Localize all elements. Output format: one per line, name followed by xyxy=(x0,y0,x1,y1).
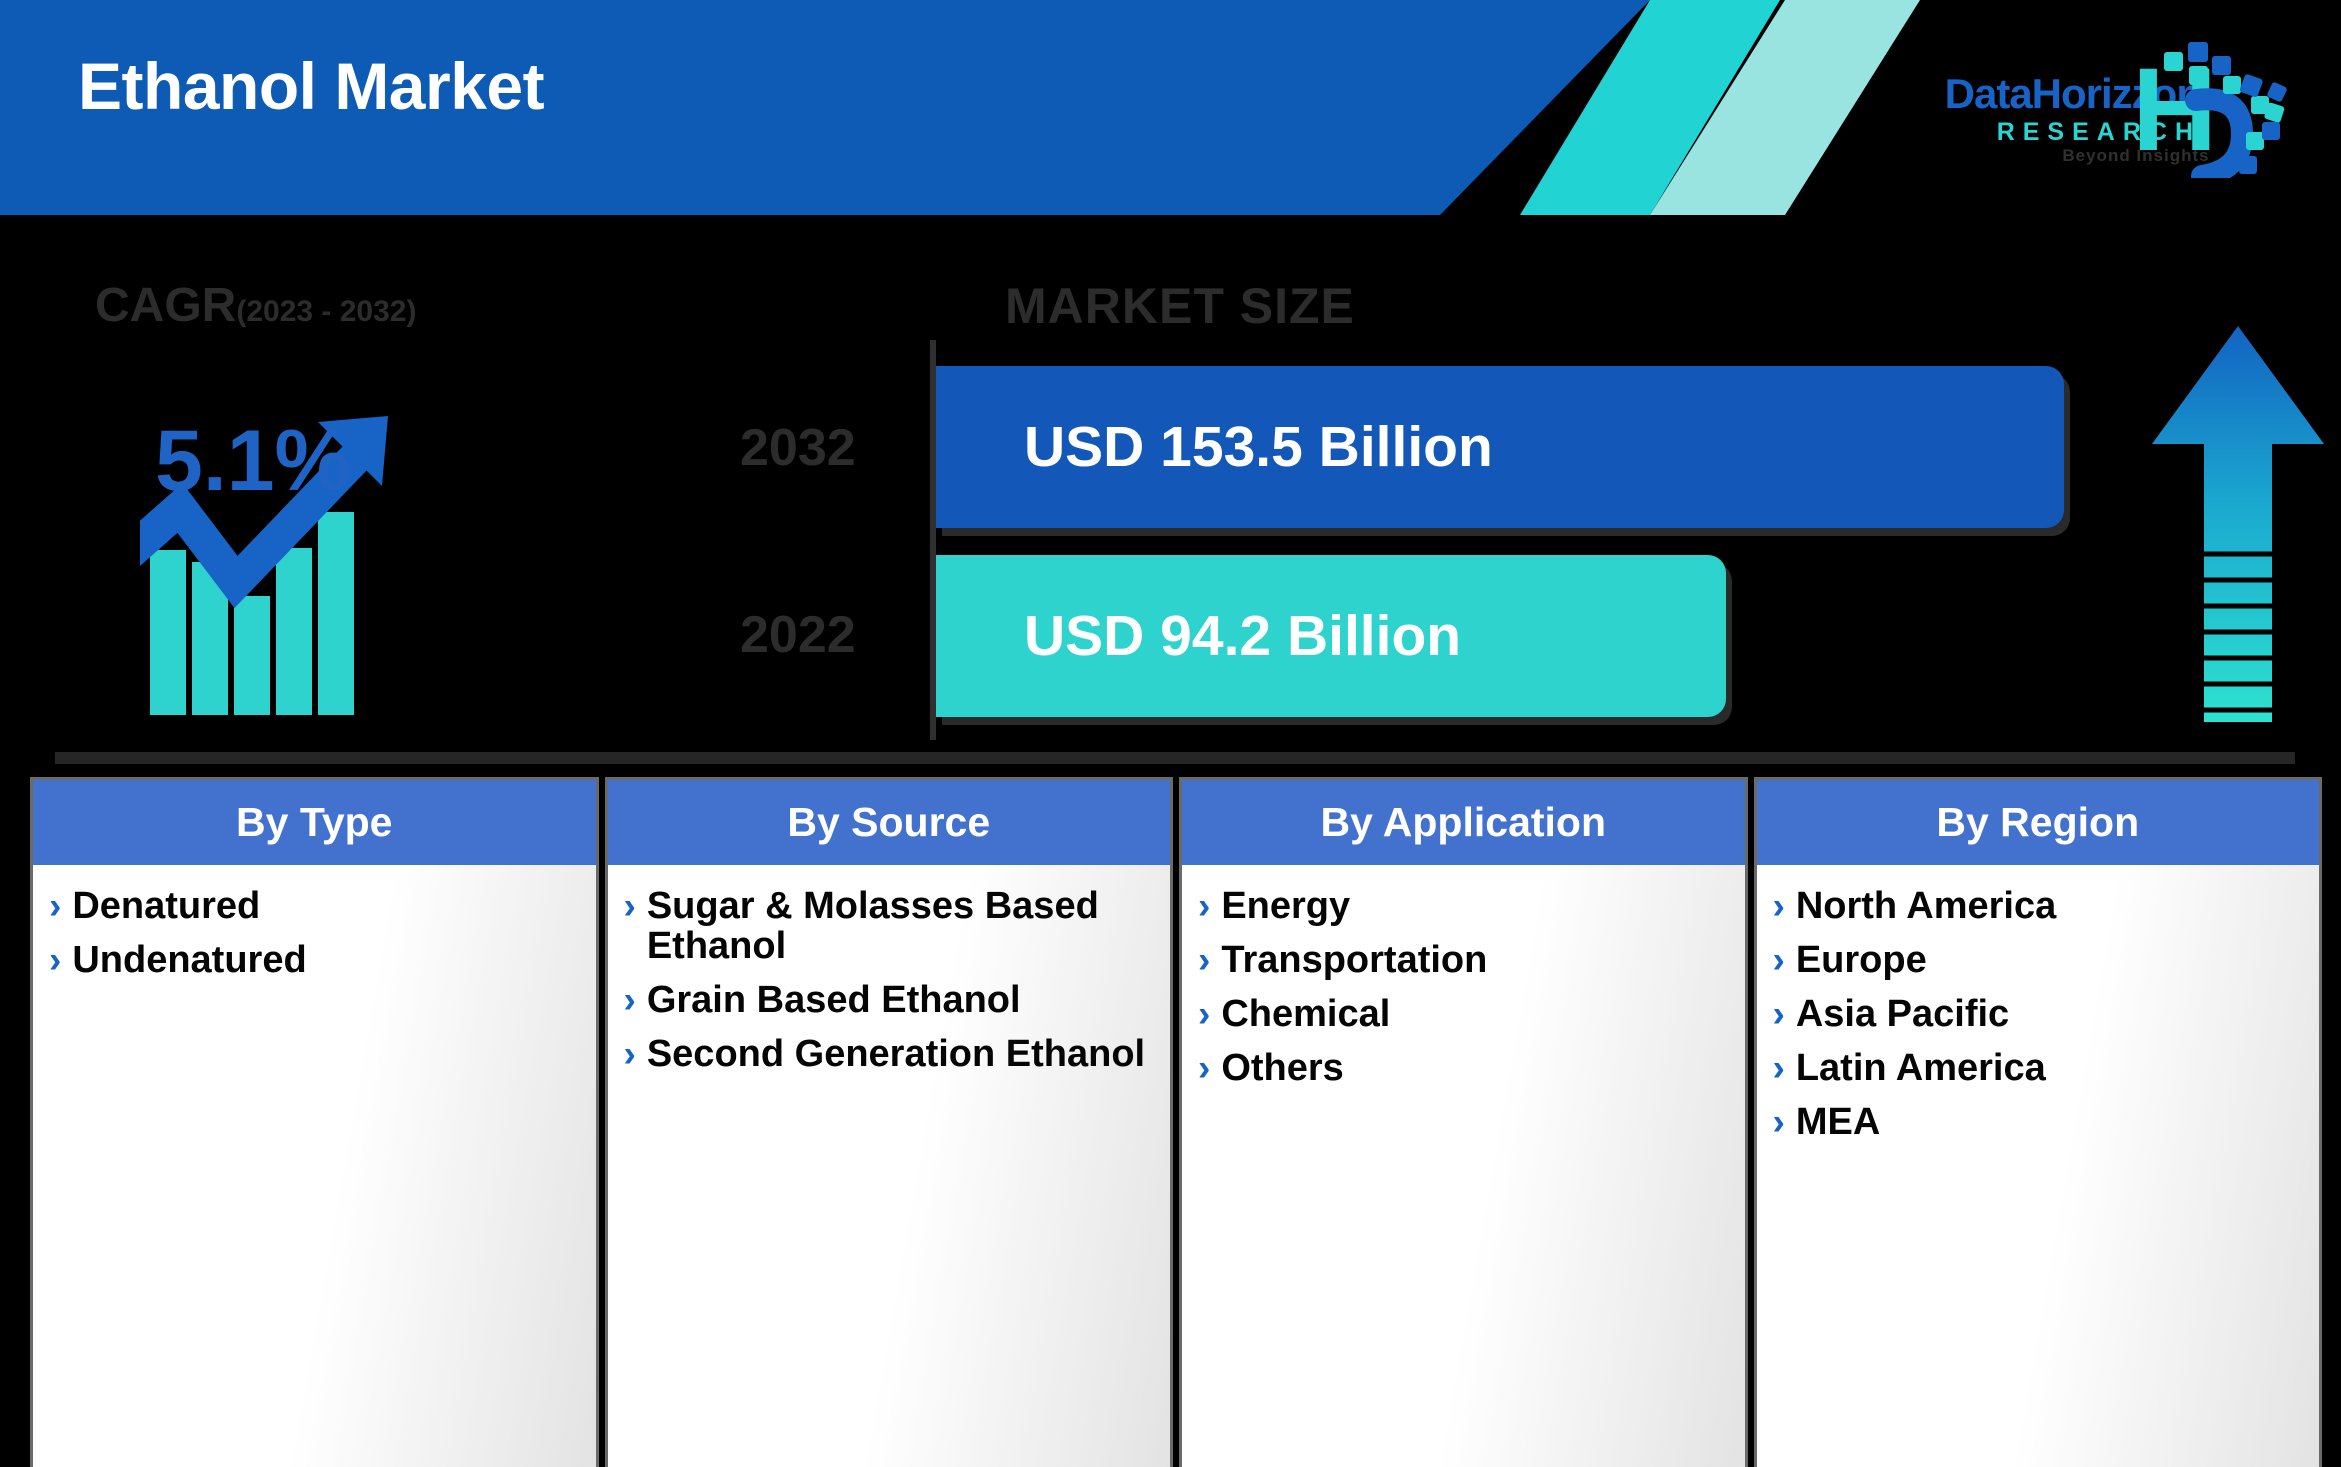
segment-header-by-type: By Type xyxy=(33,780,596,865)
list-item-label: Energy xyxy=(1221,885,1351,927)
chevron-right-icon: › xyxy=(49,885,62,926)
list-item-label: Sugar & Molasses Based Ethanol xyxy=(646,885,1099,967)
list-item[interactable]: › Grain Based Ethanol xyxy=(623,978,1157,1021)
segment-columns: By Type › Denatured › Undenatured By Sou… xyxy=(33,780,2319,1467)
cagr-label-text: CAGR xyxy=(95,279,237,332)
cagr-value: 5.1% xyxy=(155,413,352,509)
list-item-label: Asia Pacific xyxy=(1795,992,2010,1035)
segment-column-by-application: By Application › Energy › Transportation… xyxy=(1182,780,1745,1467)
chevron-right-icon: › xyxy=(1772,992,1785,1034)
page-title: Ethanol Market xyxy=(78,49,545,123)
segment-heading-label: By Type xyxy=(236,799,393,845)
chevron-right-icon: › xyxy=(623,978,636,1020)
list-item[interactable]: › Denatured xyxy=(49,885,582,927)
h-dots-logo-icon: H xyxy=(2132,42,2287,178)
chevron-right-icon: › xyxy=(1198,1046,1211,1088)
segment-column-by-source: By Source › Sugar & Molasses Based Ethan… xyxy=(607,780,1171,1467)
segment-column-by-region: By Region › North America › Europe › Asi… xyxy=(1756,780,2320,1467)
list-item-label: Denatured xyxy=(72,885,261,927)
segment-list-by-region: › North America › Europe › Asia Pacific … xyxy=(1757,865,2320,1156)
list-item-label: Chemical xyxy=(1221,992,1391,1035)
list-item-label: Latin America xyxy=(1795,1046,2046,1089)
list-item-label: MEA xyxy=(1795,1100,1881,1143)
list-item-label: Second Generation Ethanol xyxy=(646,1032,1146,1075)
chevron-right-icon: › xyxy=(1198,938,1211,980)
list-item[interactable]: › Second Generation Ethanol xyxy=(623,1032,1157,1075)
list-item[interactable]: › Transportation xyxy=(1198,938,1731,981)
list-item[interactable]: › Chemical xyxy=(1198,992,1731,1035)
segment-heading-label: By Application xyxy=(1320,799,1607,845)
segment-list-by-source: › Sugar & Molasses Based Ethanol › Grain… xyxy=(608,865,1171,1089)
segment-list-by-type: › Denatured › Undenatured xyxy=(33,865,596,995)
brand-logo: DataHorizzon RESEARCH Beyond Insights H xyxy=(1901,18,2291,178)
bar-year-label-2022: 2022 xyxy=(740,606,856,664)
logo-wordmark: DataHorizzon xyxy=(1944,70,2202,117)
market-size-value-2032: USD 153.5 Billion xyxy=(1024,415,1493,479)
segment-column-by-type: By Type › Denatured › Undenatured xyxy=(33,780,596,1467)
list-item[interactable]: › Europe xyxy=(1772,938,2306,981)
chevron-right-icon: › xyxy=(49,938,62,980)
segment-heading-label: By Source xyxy=(787,799,991,845)
cagr-label: CAGR(2023 - 2032) xyxy=(95,278,416,333)
up-arrow-icon xyxy=(2152,326,2324,722)
chevron-right-icon: › xyxy=(1772,938,1785,980)
list-item-label: Undenatured xyxy=(72,938,307,981)
market-size-value-2022: USD 94.2 Billion xyxy=(1024,604,1462,668)
cagr-period-text: (2023 - 2032) xyxy=(236,295,417,328)
section-divider xyxy=(55,752,2295,764)
chart-axis-line xyxy=(930,340,936,740)
chevron-right-icon: › xyxy=(623,885,636,926)
list-item[interactable]: › North America xyxy=(1772,885,2306,927)
list-item-label: Europe xyxy=(1795,938,1927,981)
list-item-label: Grain Based Ethanol xyxy=(646,978,1021,1021)
list-item[interactable]: › Others xyxy=(1198,1046,1731,1089)
list-item[interactable]: › Energy xyxy=(1198,885,1731,927)
list-item[interactable]: › Latin America xyxy=(1772,1046,2306,1089)
segment-list-by-application: › Energy › Transportation › Chemical › O… xyxy=(1182,865,1745,1103)
list-item[interactable]: › Sugar & Molasses Based Ethanol xyxy=(623,885,1157,967)
chevron-right-icon: › xyxy=(1198,885,1211,926)
bar-year-label-2032: 2032 xyxy=(740,419,856,477)
header-stripe-blue xyxy=(0,0,1650,215)
chevron-right-icon: › xyxy=(1772,1046,1785,1088)
segment-header-by-application: By Application xyxy=(1182,780,1745,865)
chevron-right-icon: › xyxy=(1772,885,1785,926)
market-size-bar-2032: USD 153.5 Billion xyxy=(936,366,2064,528)
segment-header-by-region: By Region xyxy=(1756,780,2319,865)
chevron-right-icon: › xyxy=(1772,1100,1785,1142)
list-item-label: North America xyxy=(1795,885,2057,927)
list-item[interactable]: › MEA xyxy=(1772,1100,2306,1143)
bar-chart-growth-icon xyxy=(140,416,388,715)
list-item-label: Others xyxy=(1221,1046,1344,1089)
logo-subtitle: RESEARCH xyxy=(1996,118,2201,146)
list-item[interactable]: › Undenatured xyxy=(49,938,582,981)
chevron-right-icon: › xyxy=(623,1032,636,1074)
market-size-title: MARKET SIZE xyxy=(1005,278,1355,334)
chevron-right-icon: › xyxy=(1198,992,1211,1034)
logo-tagline: Beyond Insights xyxy=(2062,146,2210,165)
segment-header-by-source: By Source xyxy=(607,780,1170,865)
page-header: Ethanol Market DataHorizzon RESEARCH Bey… xyxy=(0,0,2341,215)
list-item[interactable]: › Asia Pacific xyxy=(1772,992,2306,1035)
market-size-bar-2022: USD 94.2 Billion xyxy=(936,555,1726,717)
list-item-label: Transportation xyxy=(1221,938,1488,981)
segment-heading-label: By Region xyxy=(1936,799,2140,845)
